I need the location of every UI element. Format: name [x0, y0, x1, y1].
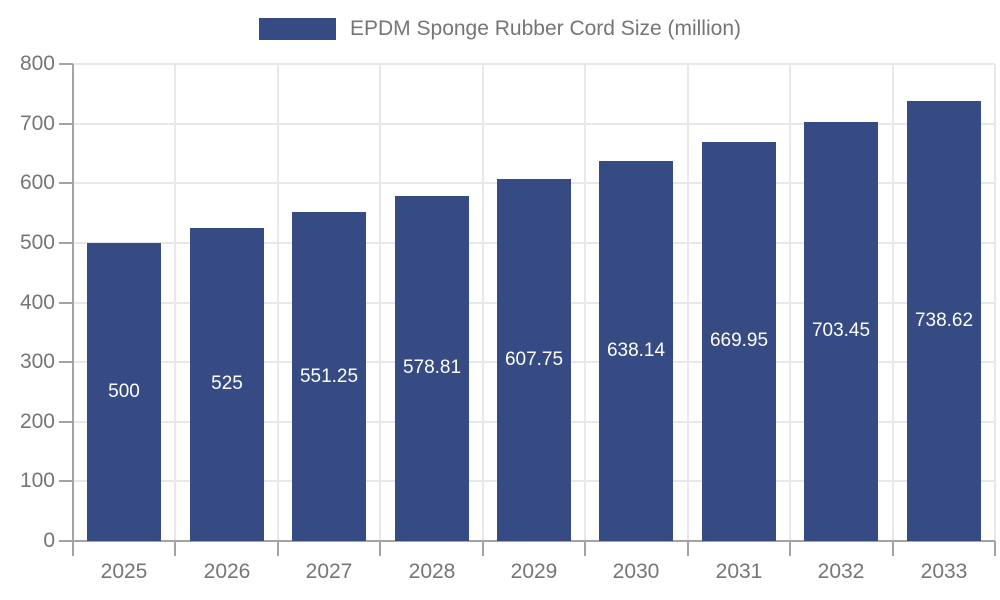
x-gridline: [379, 64, 382, 541]
y-gridline: [73, 122, 995, 125]
x-gridline: [686, 64, 689, 541]
x-axis-tick: [686, 541, 689, 556]
bar-2027: [292, 212, 366, 541]
x-axis-tick: [379, 541, 382, 556]
bar-value-label: 669.95: [709, 330, 769, 351]
y-tick-label: 400: [19, 290, 55, 314]
y-axis-tick: [59, 182, 73, 185]
x-axis-tick: [174, 541, 177, 556]
bar-2025: [87, 242, 161, 541]
x-tick-label: 2030: [612, 560, 660, 583]
x-tick-label: 2032: [817, 560, 865, 583]
x-gridline: [584, 64, 587, 541]
y-tick-label: 800: [19, 52, 55, 75]
x-axis-tick: [276, 541, 279, 556]
y-axis-tick: [59, 241, 73, 244]
x-tick-label: 2027: [305, 560, 353, 583]
x-gridline: [891, 64, 894, 541]
chart-legend: EPDM Sponge Rubber Cord Size (million): [0, 18, 1000, 40]
bar-2032: [804, 121, 878, 541]
y-tick-label: 600: [19, 171, 55, 195]
y-tick-label: 700: [19, 111, 55, 135]
y-gridline: [73, 63, 995, 65]
x-gridline: [789, 64, 792, 541]
x-axis-tick: [789, 541, 792, 556]
x-tick-label: 2029: [510, 560, 558, 583]
x-gridline: [481, 64, 484, 541]
y-axis-tick: [59, 122, 73, 125]
y-axis-tick: [59, 480, 73, 483]
x-tick-label: 2028: [408, 560, 456, 583]
bar-2029: [497, 178, 571, 541]
bar-2030: [599, 160, 673, 541]
bar-value-label: 703.45: [811, 320, 871, 341]
x-axis-tick: [891, 541, 894, 556]
x-axis-tick: [72, 541, 74, 556]
y-tick-label: 0: [43, 529, 55, 552]
bar-2031: [702, 141, 776, 541]
y-axis-tick: [59, 63, 73, 65]
legend-swatch-icon[interactable]: [259, 18, 336, 40]
x-gridline: [994, 64, 996, 541]
y-axis-tick: [59, 420, 73, 423]
bar-value-label: 607.75: [504, 349, 564, 370]
x-tick-label: 2025: [100, 560, 148, 583]
y-axis-line: [72, 64, 74, 543]
bar-value-label: 551.25: [299, 366, 359, 387]
bar-value-label: 638.14: [606, 340, 666, 361]
bar-value-label: 578.81: [402, 357, 462, 378]
x-axis-tick: [994, 541, 996, 556]
legend-label[interactable]: EPDM Sponge Rubber Cord Size (million): [350, 17, 741, 40]
x-tick-label: 2026: [203, 560, 251, 583]
y-tick-label: 100: [19, 469, 55, 493]
bar-2033: [907, 100, 981, 541]
bar-value-label: 738.62: [914, 310, 974, 331]
bar-value-label: 525: [211, 373, 243, 394]
y-axis-tick: [59, 301, 73, 304]
bar-2028: [395, 195, 469, 541]
y-tick-label: 200: [19, 409, 55, 433]
x-axis-tick: [481, 541, 484, 556]
y-axis-tick: [59, 361, 73, 364]
x-axis-tick: [584, 541, 587, 556]
x-gridline: [276, 64, 279, 541]
x-axis-line: [59, 540, 995, 542]
x-tick-label: 2033: [920, 560, 968, 583]
x-gridline: [174, 64, 177, 541]
x-tick-label: 2031: [715, 560, 763, 583]
y-tick-label: 500: [19, 230, 55, 254]
y-tick-label: 300: [19, 350, 55, 374]
bar-2026: [190, 227, 264, 541]
bar-value-label: 500: [108, 381, 140, 402]
